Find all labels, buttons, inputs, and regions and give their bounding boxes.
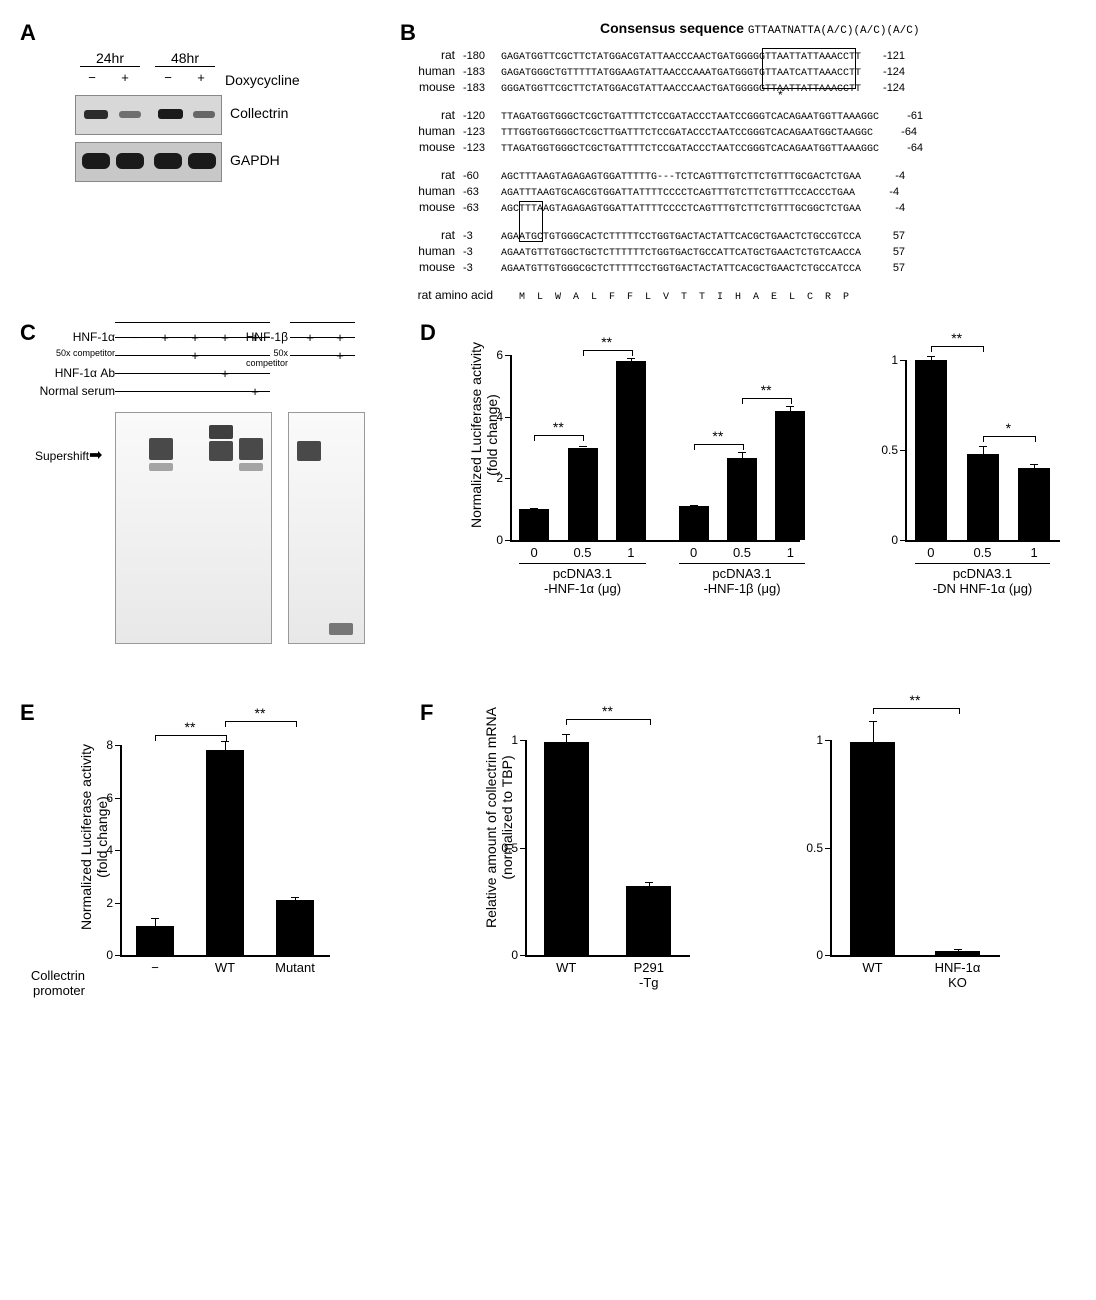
blot-gapdh-label: GAPDH — [230, 152, 280, 168]
panel-d-label: D — [420, 320, 436, 346]
blot-collectrin — [75, 95, 222, 135]
chart-d-left: 0246Normalized Luciferase activity(fold … — [470, 330, 810, 610]
panel-a-lane-2: + — [115, 70, 135, 85]
chart-d-right: 00.5100.51pcDNA3.1-DN HNF-1α (μg)*** — [870, 330, 1070, 610]
chart-f-right: 00.51WTHNF-1αKO** — [790, 710, 1010, 1010]
gel-right — [288, 412, 365, 644]
panel-c: C HNF-1α−++++50x competitor+HNF-1α Ab+No… — [20, 320, 390, 660]
chart-e: 02468Normalized Luciferase activity(fold… — [80, 710, 340, 1010]
panel-a-lane-3: − — [158, 70, 178, 85]
panel-a-dox-label: Doxycycline — [225, 72, 300, 88]
panel-a: A 24hr 48hr Doxycycline − + − + Collectr… — [20, 20, 320, 250]
panel-c-label: C — [20, 320, 36, 346]
panel-e: E 02468Normalized Luciferase activity(fo… — [20, 700, 350, 1040]
panel-a-label: A — [20, 20, 36, 46]
consensus-label: Consensus sequence — [600, 20, 744, 36]
consensus-seq: GTTAATNATTA(A/C)(A/C)(A/C) — [748, 25, 920, 37]
blot-collectrin-label: Collectrin — [230, 105, 288, 121]
sequence-alignment: rat-180GAGATGGTTCGCTTCTATGGACGTATTAACCCA… — [400, 48, 923, 304]
supershift-label: Supershift➡ — [35, 445, 102, 465]
panel-e-label: E — [20, 700, 35, 726]
panel-f-label: F — [420, 700, 433, 726]
panel-a-lane-1: − — [82, 70, 102, 85]
panel-d: D 0246Normalized Luciferase activity(fol… — [420, 320, 1080, 660]
panel-b-label: B — [400, 20, 416, 46]
panel-a-lane-4: + — [191, 70, 211, 85]
chart-f-left: 00.51Relative amount of collectrin mRNA(… — [480, 710, 700, 1010]
gel-left — [115, 412, 272, 644]
panel-f: F 00.51Relative amount of collectrin mRN… — [420, 700, 1080, 1040]
blot-gapdh — [75, 142, 222, 182]
panel-a-col-24hr: 24hr — [80, 50, 140, 67]
panel-a-col-48hr: 48hr — [155, 50, 215, 67]
